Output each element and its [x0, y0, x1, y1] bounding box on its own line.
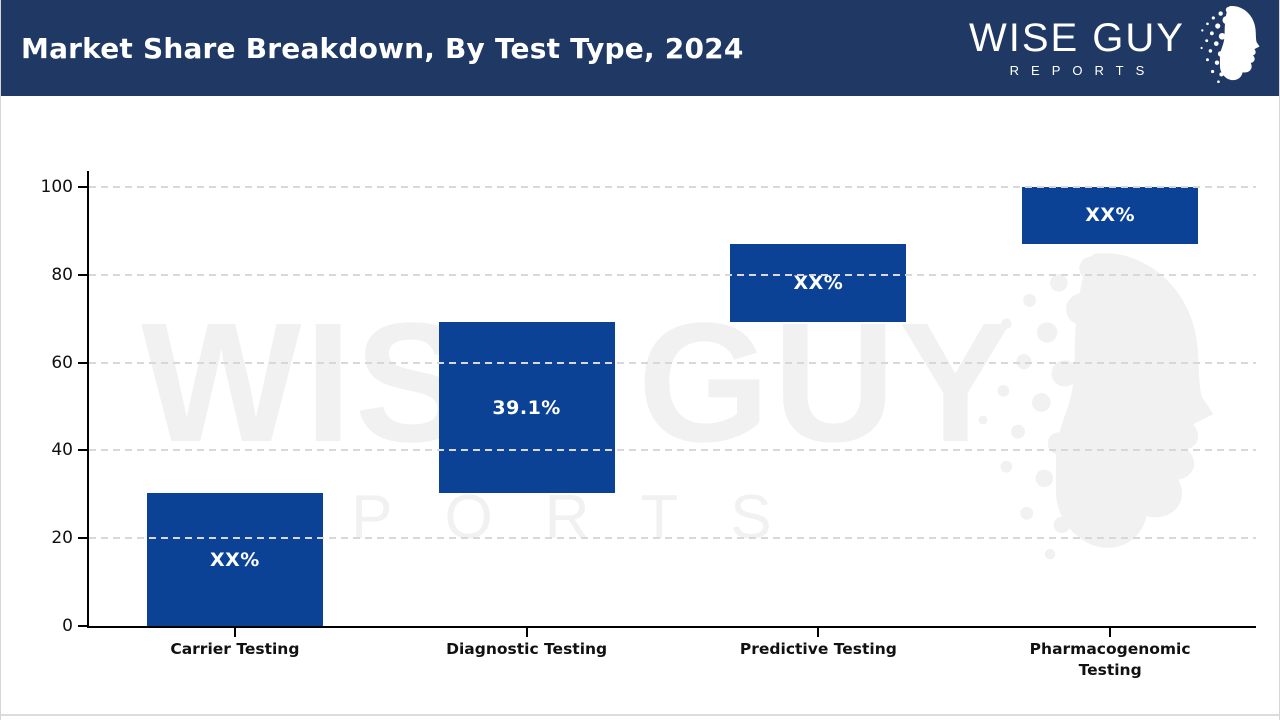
category-label-predictive-testing: Predictive Testing	[739, 640, 897, 658]
wiseguy-logo: WISE GUY REPORTS	[969, 4, 1269, 92]
x-tick-mark	[233, 628, 236, 637]
y-tick-label: 80	[51, 264, 73, 285]
y-tick-mark	[78, 186, 87, 188]
bar-diagnostic-testing: 39.1%	[438, 321, 615, 494]
bar-predictive-testing: XX%	[730, 243, 907, 322]
y-tick-mark	[78, 537, 87, 540]
x-tick-mark	[1109, 628, 1112, 637]
x-tick-mark	[817, 628, 820, 637]
bar-value-label: XX%	[209, 548, 260, 571]
gridline	[89, 186, 1256, 188]
logo-line-wiseguy: WISE GUY	[968, 16, 1185, 60]
y-tick-label: 40	[51, 440, 73, 461]
gridline	[89, 273, 1256, 276]
gridline	[89, 449, 1256, 452]
logo-wordmark: WISE GUY REPORTS	[969, 18, 1185, 78]
bar-pharmacogenomic-testing: XX%	[1022, 187, 1199, 244]
x-tick-mark	[525, 628, 528, 637]
logo-line-reports: REPORTS	[1009, 63, 1157, 78]
y-tick-label: 60	[51, 352, 73, 373]
header-bar: Market Share Breakdown, By Test Type, 20…	[1, 0, 1279, 96]
category-label-pharmacogenomic-testing: Pharmacogenomic Testing	[1029, 640, 1191, 679]
y-tick-mark	[78, 449, 87, 452]
dotted-head-icon	[1187, 4, 1269, 92]
bar-value-label: XX%	[1085, 204, 1136, 227]
y-tick-mark	[78, 625, 87, 627]
chart-title: Market Share Breakdown, By Test Type, 20…	[21, 31, 744, 65]
y-axis-line	[87, 171, 89, 628]
y-tick-mark	[78, 361, 87, 364]
gridline	[89, 361, 1256, 364]
bar-carrier-testing: XX%	[146, 493, 323, 626]
bar-value-label: 39.1%	[492, 396, 561, 419]
y-tick-label: 20	[51, 528, 73, 549]
y-tick-label: 100	[40, 177, 73, 197]
y-tick-mark	[78, 273, 87, 276]
x-axis-line	[87, 626, 1256, 628]
gridline	[89, 537, 1256, 540]
category-label-carrier-testing: Carrier Testing	[170, 640, 300, 658]
plot-area: 0 20 40 60 80 100 XX% Carrier Testing 39.1% Diagn…	[41, 171, 1256, 679]
category-label-diagnostic-testing: Diagnostic Testing	[446, 640, 608, 658]
bottom-divider	[1, 714, 1279, 716]
bar-value-label: XX%	[793, 271, 844, 294]
y-tick-label: 0	[62, 616, 73, 636]
